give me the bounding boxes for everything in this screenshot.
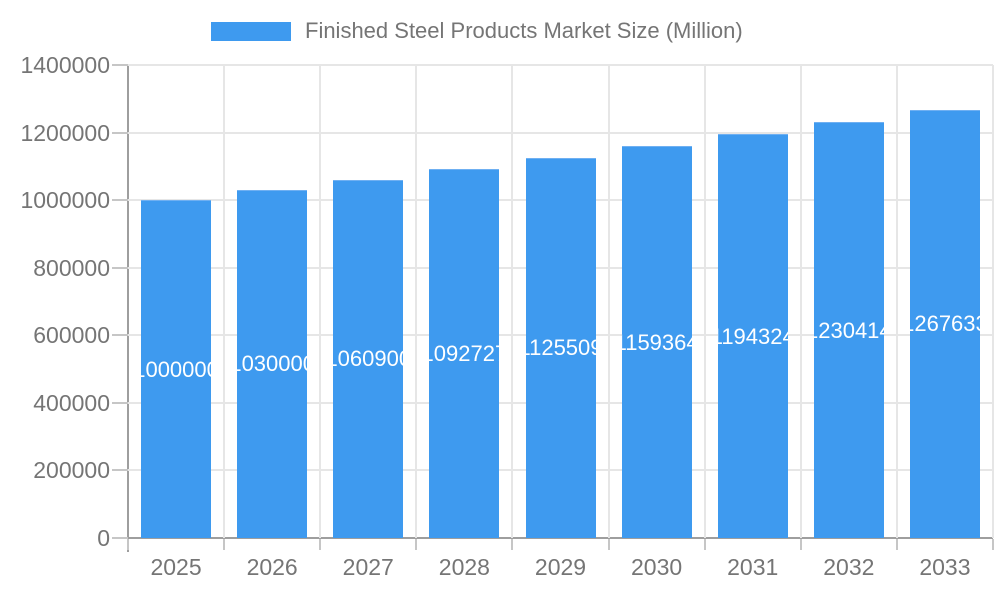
- x-gridline: [415, 65, 418, 538]
- y-gridline: [128, 64, 993, 66]
- x-axis-tick-label: 2026: [246, 554, 298, 580]
- y-axis-tick-label: 1400000: [20, 52, 110, 78]
- x-axis-tick-label: 2032: [823, 554, 875, 580]
- bar[interactable]: 1125509: [525, 157, 596, 538]
- x-axis-tick-label: 2030: [631, 554, 683, 580]
- y-tick-mark: [112, 334, 128, 337]
- x-gridline: [799, 65, 802, 538]
- y-tick-mark: [112, 131, 128, 134]
- bar-value-label: 1000000: [141, 356, 211, 382]
- x-tick-mark: [511, 539, 514, 550]
- y-axis-tick-label: 1000000: [20, 187, 110, 214]
- bar-value-label: 1230414: [814, 317, 884, 343]
- bar-value-label: 1194324: [718, 323, 788, 349]
- x-axis-line: [118, 537, 993, 539]
- y-axis-tick-label: 200000: [33, 457, 110, 484]
- legend-label: Finished Steel Products Market Size (Mil…: [305, 18, 743, 43]
- bar-value-label: 1267633: [910, 311, 980, 337]
- y-axis-tick-label: 1200000: [20, 119, 110, 146]
- bar[interactable]: 1030000: [237, 190, 308, 538]
- x-gridline: [895, 65, 898, 538]
- x-axis-tick-label: 2027: [342, 554, 394, 580]
- y-tick-mark: [112, 469, 128, 472]
- bar-value-label: 1092727: [429, 340, 499, 366]
- bar[interactable]: 1092727: [429, 168, 500, 538]
- bar[interactable]: 1060900: [333, 179, 404, 538]
- y-axis-line: [127, 65, 129, 552]
- bar-value-label: 1159364: [622, 329, 692, 355]
- bar[interactable]: 1230414: [813, 122, 884, 538]
- x-gridline: [992, 65, 994, 538]
- x-tick-mark: [703, 539, 706, 550]
- bar[interactable]: 1159364: [621, 146, 692, 538]
- x-gridline: [511, 65, 514, 538]
- x-axis-tick-label: 2031: [727, 554, 779, 580]
- y-axis-tick-label: 600000: [33, 322, 110, 349]
- legend-swatch: [211, 21, 291, 41]
- y-tick-mark: [112, 266, 128, 269]
- bar-value-label: 1060900: [333, 346, 403, 372]
- x-gridline: [319, 65, 322, 538]
- y-tick-mark: [112, 199, 128, 202]
- x-tick-mark: [607, 539, 610, 550]
- x-gridline: [607, 65, 610, 538]
- x-gridline: [223, 65, 226, 538]
- legend-item[interactable]: Finished Steel Products Market Size (Mil…: [211, 18, 743, 44]
- bar[interactable]: 1267633: [909, 109, 980, 538]
- x-axis-tick-label: 2028: [438, 554, 490, 580]
- y-axis-tick-label: 800000: [33, 254, 110, 281]
- y-tick-mark: [112, 537, 128, 539]
- x-axis-tick-label: 2029: [534, 554, 587, 580]
- plot-area: 1000000 1030000 1060900 1092727 1125509 11593…: [128, 64, 994, 538]
- bar[interactable]: 1000000: [141, 200, 212, 538]
- x-axis-tick-label: 2025: [150, 554, 202, 580]
- x-tick-mark: [992, 539, 994, 550]
- bar[interactable]: 1194324: [717, 134, 788, 538]
- x-tick-mark: [127, 539, 129, 550]
- y-axis-tick-label: 0: [97, 525, 110, 551]
- bar-value-label: 1030000: [237, 351, 307, 377]
- x-gridline: [703, 65, 706, 538]
- x-axis-tick-label: 2033: [919, 554, 971, 580]
- y-gridline: [128, 131, 993, 134]
- bar-value-label: 1125509: [526, 335, 596, 361]
- y-axis-tick-label: 400000: [33, 389, 110, 416]
- x-tick-mark: [895, 539, 898, 550]
- x-tick-mark: [799, 539, 802, 550]
- y-tick-mark: [112, 64, 128, 66]
- y-tick-mark: [112, 401, 128, 404]
- x-tick-mark: [319, 539, 322, 550]
- x-tick-mark: [223, 539, 226, 550]
- x-tick-mark: [415, 539, 418, 550]
